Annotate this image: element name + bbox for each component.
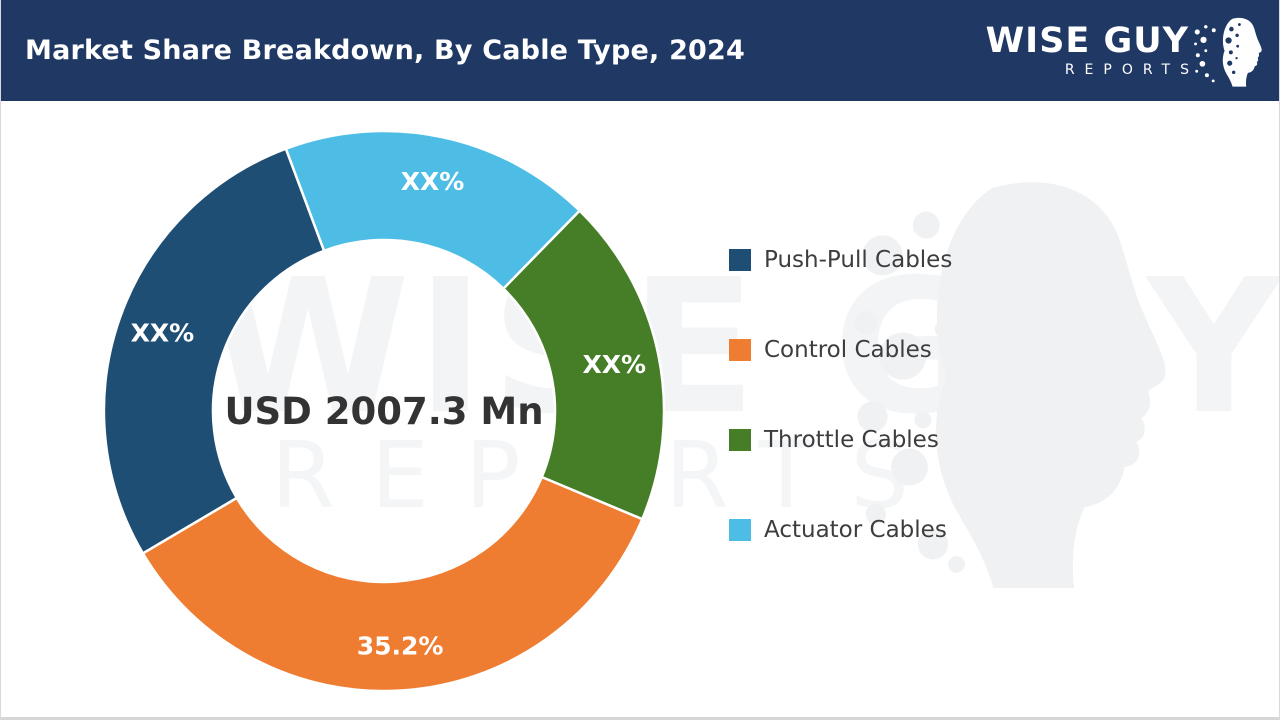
logo-subtitle: REPORTS: [1064, 61, 1199, 78]
donut-slice-actuator-cables: [284, 129, 581, 290]
donut-slice-control-cables: [141, 475, 644, 693]
legend-swatch: [729, 249, 751, 271]
donut-slice-throttle-cables: [502, 209, 666, 521]
slice-value-label-control-cables: 35.2%: [357, 631, 444, 660]
legend-swatch: [729, 519, 751, 541]
legend-label: Throttle Cables: [764, 426, 939, 453]
legend-item: Throttle Cables: [729, 427, 952, 453]
slice-value-label-push-pull-cables: XX%: [131, 319, 195, 348]
legend-label: Push-Pull Cables: [764, 246, 953, 273]
header: Market Share Breakdown, By Cable Type, 2…: [1, 0, 1279, 101]
legend-item: Actuator Cables: [729, 517, 952, 543]
slice-value-label-throttle-cables: XX%: [582, 350, 646, 379]
slice-value-label-actuator-cables: XX%: [401, 167, 465, 196]
wise-guy-logo: WISE GUY REPORTS: [986, 9, 1265, 93]
chart-center-value: USD 2007.3 Mn: [224, 390, 543, 433]
watermark-face: [854, 182, 1166, 588]
legend-swatch: [729, 339, 751, 361]
logo-wordmark: WISE GUY: [985, 20, 1189, 61]
legend: Push-Pull Cables Control Cables Throttle…: [729, 247, 952, 607]
legend-label: Control Cables: [764, 336, 932, 363]
legend-item: Push-Pull Cables: [729, 247, 952, 273]
page-title: Market Share Breakdown, By Cable Type, 2…: [25, 35, 746, 66]
legend-label: Actuator Cables: [764, 516, 947, 543]
legend-item: Control Cables: [729, 337, 952, 363]
logo-text: WISE GUY REPORTS: [985, 20, 1189, 78]
legend-swatch: [729, 429, 751, 451]
donut-slice-push-pull-cables: [102, 147, 326, 555]
logo-face-icon: [1194, 17, 1262, 87]
